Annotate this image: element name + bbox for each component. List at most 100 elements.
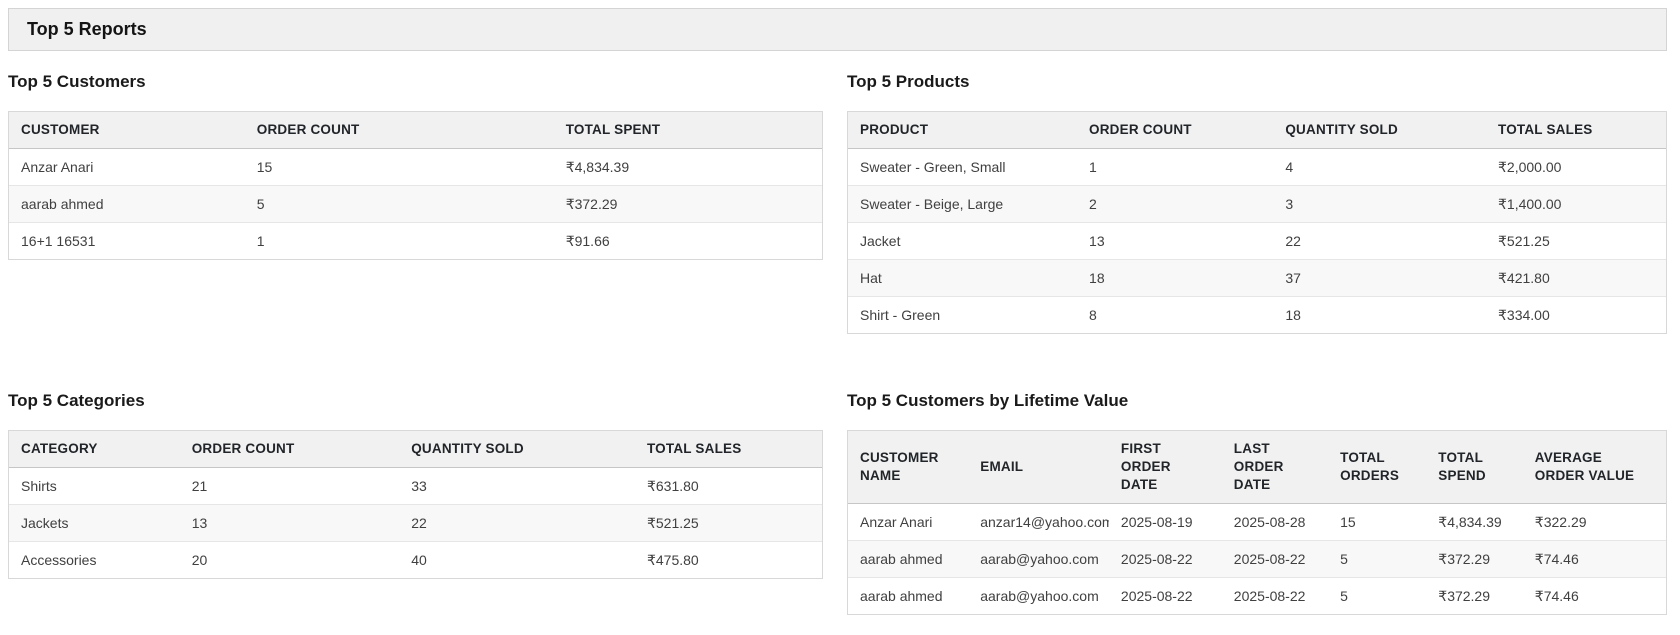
top-categories-section: Top 5 Categories CATEGORY ORDER COUNT QUAN… [8,370,823,579]
table-row: aarab ahmed 5 ₹372.29 [9,185,822,223]
column-header: TOTAL ORDERS [1328,431,1427,504]
table-cell: Shirt - Green [848,296,1078,333]
table-header: CUSTOMER ORDER COUNT TOTAL SPENT [9,112,822,149]
table-cell: 18 [1077,259,1274,297]
table-cell: ₹1,400.00 [1486,185,1666,223]
table-cell: ₹372.29 [1426,577,1523,614]
table-cell: ₹372.29 [553,185,822,223]
table-cell: 2025-08-22 [1221,540,1329,578]
table-cell: aarab@yahoo.com [968,540,1109,578]
table-body: Anzar Anari anzar14@yahoo.com 2025-08-19 20… [848,504,1666,614]
table-cell: 2025-08-22 [1221,577,1329,614]
table-cell: aarab@yahoo.com [968,577,1109,614]
table-cell: 2 [1077,185,1274,223]
top-customers-section: Top 5 Customers CUSTOMER ORDER COUNT TOTAL… [8,51,823,260]
column-header: FIRST ORDER DATE [1108,431,1222,504]
table-cell: 15 [1340,514,1356,530]
table-cell: 4 [1285,159,1294,175]
table-cell: Shirts [21,478,57,494]
table-cell: 2025-08-19 [1120,514,1193,530]
table-cell: 1 [244,222,554,259]
table-cell: Accessories [9,541,180,578]
reports-grid: Top 5 Customers CUSTOMER ORDER COUNT TOTAL… [8,51,1667,615]
table-row: Jackets 13 22 ₹521.25 [9,504,822,542]
table-cell: ₹475.80 [634,541,822,578]
section-title: Top 5 Customers by Lifetime Value [847,391,1129,410]
table-cell: 20 [179,541,400,578]
table-cell: 13 [1077,222,1274,260]
table-cell: aarab ahmed [848,577,969,614]
table-cell: ₹334.00 [1486,296,1666,333]
table-row: aarab ahmed aarab@yahoo.com 2025-08-22 2025… [848,577,1666,614]
table-cell: Sweater - Green, Small [860,159,1006,175]
table-cell: anzar14@yahoo.com [980,514,1109,530]
table-cell: ₹4,834.39 [1438,514,1502,530]
table-cell: aarab ahmed [848,540,969,578]
table-cell: 2025-08-28 [1233,514,1306,530]
table-cell: 1 [1089,159,1097,175]
column-header: ORDER COUNT [1077,112,1274,149]
table-header: CATEGORY ORDER COUNT QUANTITY SOLD TOTAL SA… [9,431,822,468]
table-cell: ₹631.80 [646,478,699,494]
table-body: Anzar Anari 15 ₹4,834.39 aarab ahmed 5 ₹372.2… [9,149,822,259]
top-customers-lifetime-tablebox: CUSTOMER NAME EMAIL FIRST ORDER DATE LAST O… [847,430,1667,615]
table-cell: 13 [179,504,400,542]
column-header: PRODUCT [848,112,1078,149]
column-header: QUANTITY SOLD [1273,112,1487,149]
table-cell: 8 [1077,296,1274,333]
top-products-section: Top 5 Products PRODUCT ORDER COUNT QUANTIT… [847,51,1667,334]
table-row: aarab ahmed aarab@yahoo.com 2025-08-22 2025… [848,540,1666,578]
table-cell: 2025-08-22 [1108,577,1222,614]
top-products-tablebox: PRODUCT ORDER COUNT QUANTITY SOLD TOTAL SAL… [847,111,1667,334]
table-cell: aarab ahmed [9,185,245,223]
table-row: Shirts 21 33 ₹631.80 [9,468,822,505]
table-cell: 15 [256,159,273,175]
column-header: CUSTOMER NAME [848,431,969,504]
table-cell: 5 [244,185,554,223]
table-cell: 21 [191,478,208,494]
table-cell: 18 [1273,296,1487,333]
table-cell: 3 [1273,185,1487,223]
table-cell: ₹91.66 [553,222,822,259]
table-cell: ₹521.25 [634,504,822,542]
column-header: LAST ORDER DATE [1221,431,1329,504]
table-cell: 16+1 16531 [9,222,245,259]
table-cell: 5 [1328,540,1427,578]
table-cell: ₹322.29 [1534,514,1587,530]
table-cell: ₹521.25 [1486,222,1666,260]
table-header: CUSTOMER NAME EMAIL FIRST ORDER DATE LAST O… [848,431,1666,504]
column-header: TOTAL SALES [634,431,822,468]
table-row: Anzar Anari 15 ₹4,834.39 [9,149,822,186]
top-customers-tablebox: CUSTOMER ORDER COUNT TOTAL SPENT Anzar Ana… [8,111,823,260]
top-customers-lifetime-table: CUSTOMER NAME EMAIL FIRST ORDER DATE LAST O… [848,431,1666,614]
top-customers-table: CUSTOMER ORDER COUNT TOTAL SPENT Anzar Ana… [9,112,822,259]
table-cell: Anzar Anari [860,514,933,530]
table-cell: 2025-08-22 [1108,540,1222,578]
section-title: Top 5 Customers [8,72,146,91]
table-cell: ₹372.29 [1426,540,1523,578]
table-cell: 22 [1273,222,1487,260]
table-cell: Jackets [9,504,180,542]
table-cell: 22 [399,504,635,542]
section-title: Top 5 Categories [8,391,145,410]
column-header: EMAIL [968,431,1109,504]
table-cell: 5 [1328,577,1427,614]
table-row: Anzar Anari anzar14@yahoo.com 2025-08-19 20… [848,504,1666,541]
table-cell: Anzar Anari [21,159,94,175]
table-row: Shirt - Green 8 18 ₹334.00 [848,296,1666,333]
table-cell: ₹74.46 [1522,540,1666,578]
column-header: QUANTITY SOLD [399,431,635,468]
top-products-table: PRODUCT ORDER COUNT QUANTITY SOLD TOTAL SAL… [848,112,1666,333]
table-header: PRODUCT ORDER COUNT QUANTITY SOLD TOTAL SAL… [848,112,1666,149]
table-cell: Sweater - Beige, Large [848,185,1078,223]
column-header: AVERAGE ORDER VALUE [1522,431,1666,504]
column-header: CUSTOMER [9,112,245,149]
table-body: Shirts 21 33 ₹631.80 Jackets 13 22 ₹521.25 Acces… [9,468,822,578]
table-cell: ₹74.46 [1522,577,1666,614]
page-title: Top 5 Reports [8,8,1667,51]
table-cell: Hat [848,259,1078,297]
table-cell: 37 [1273,259,1487,297]
column-header: TOTAL SPEND [1426,431,1523,504]
table-row: Sweater - Beige, Large 2 3 ₹1,400.00 [848,185,1666,223]
